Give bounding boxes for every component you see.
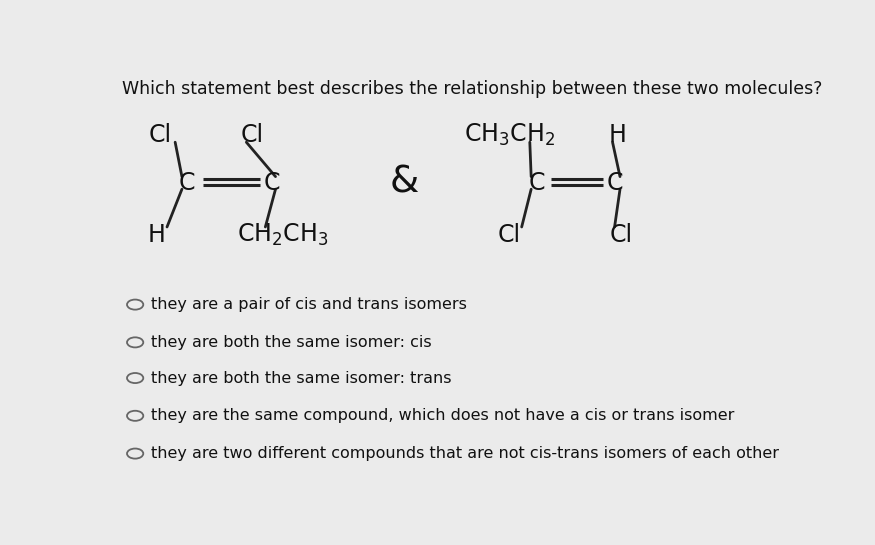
Text: they are both the same isomer: trans: they are both the same isomer: trans [151, 371, 452, 385]
Text: C: C [179, 171, 196, 195]
Text: they are two different compounds that are not cis-trans isomers of each other: they are two different compounds that ar… [151, 446, 780, 461]
Text: they are a pair of cis and trans isomers: they are a pair of cis and trans isomers [151, 297, 467, 312]
Text: Which statement best describes the relationship between these two molecules?: Which statement best describes the relat… [122, 80, 822, 98]
Text: H: H [609, 123, 626, 147]
Text: C: C [528, 171, 545, 195]
Text: H: H [148, 223, 165, 247]
Text: CH$_2$CH$_3$: CH$_2$CH$_3$ [236, 222, 328, 249]
Text: C: C [264, 171, 280, 195]
Text: they are both the same isomer: cis: they are both the same isomer: cis [151, 335, 432, 350]
Text: Cl: Cl [149, 123, 172, 147]
Text: CH$_3$CH$_2$: CH$_3$CH$_2$ [464, 122, 555, 148]
Text: Cl: Cl [610, 223, 633, 247]
Text: Cl: Cl [241, 123, 263, 147]
Text: &: & [389, 165, 419, 201]
Text: Cl: Cl [498, 223, 521, 247]
Text: C: C [606, 171, 623, 195]
Text: they are the same compound, which does not have a cis or trans isomer: they are the same compound, which does n… [151, 408, 735, 423]
